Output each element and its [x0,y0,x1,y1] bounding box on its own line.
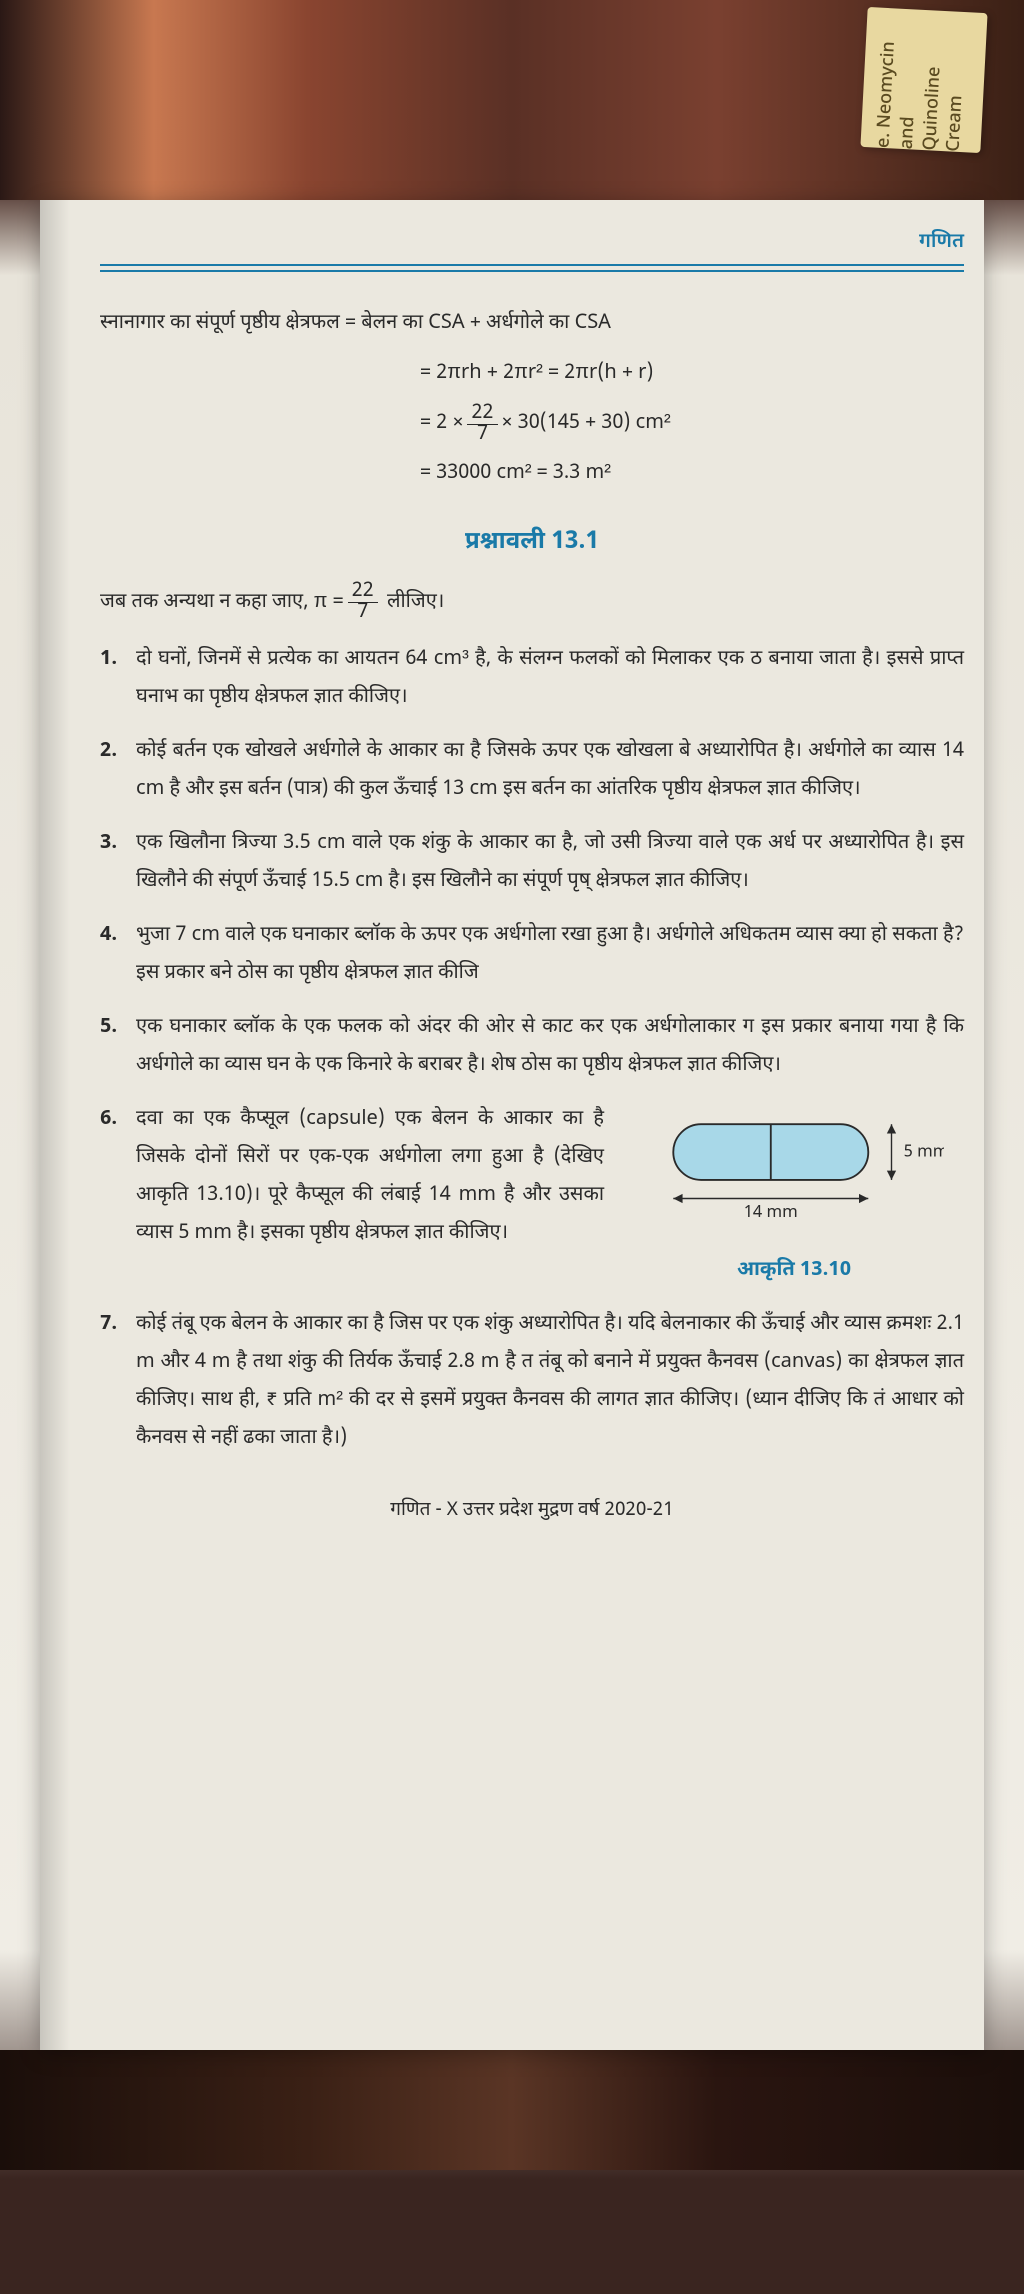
worked-line-4: = 33000 cm² = 3.3 m² [100,452,964,496]
photo-background-top: e. Neomycin and Quinoline Cream [0,0,1024,200]
textbook-page: गणित स्नानागार का संपूर्ण पृष्ठीय क्षेत्… [40,200,984,2050]
cream-box-text: e. Neomycin and Quinoline Cream [874,8,975,153]
capsule-figure: 14 mm 5 mm आकृति 13.10 [624,1101,964,1290]
header-rule [100,264,964,272]
photo-background-bottom [0,2050,1024,2170]
question-1: दो घनों, जिनमें से प्रत्येक का आयतन 64 c… [100,641,964,717]
section-title: प्रश्नावली 13.1 [100,526,964,558]
cream-box: e. Neomycin and Quinoline Cream [860,7,987,153]
fraction-pi: 22 7 [348,582,378,623]
question-list: दो घनों, जिनमें से प्रत्येक का आयतन 64 c… [100,641,964,1458]
subject-label: गणित [100,230,964,256]
width-label: 14 mm [744,1202,798,1224]
worked-lhs: स्नानागार का संपूर्ण पृष्ठीय क्षेत्रफल [100,302,340,346]
pi-instruction: जब तक अन्यथा न कहा जाए, π = 22 7 लीजिए। [100,582,964,623]
instruction-pre: जब तक अन्यथा न कहा जाए, π = [100,590,344,616]
fraction-22-7: 22 7 [467,404,497,445]
height-label: 5 mm [904,1142,944,1164]
question-3: एक खिलौना त्रिज्या 3.5 cm वाले एक शंकु क… [100,825,964,901]
question-5: एक घनाकार ब्लॉक के एक फलक को अंदर की ओर … [100,1009,964,1085]
worked-example: स्नानागार का संपूर्ण पृष्ठीय क्षेत्रफल =… [100,302,964,496]
frac-den: 7 [473,425,492,445]
worked-rhs: = बेलन का CSA + अर्धगोले का CSA [345,302,611,346]
worked-line3-pre: = 2 × [420,402,463,446]
question-2: कोई बर्तन एक खोखले अर्धगोले के आकार का ह… [100,733,964,809]
question-4: भुजा 7 cm वाले एक घनाकार ब्लॉक के ऊपर एक… [100,917,964,993]
instruction-post: लीजिए। [387,590,444,616]
question-7: कोई तंबू एक बेलन के आकार का है जिस पर एक… [100,1306,964,1458]
footer-text: गणित - X उत्तर प्रदेश मुद्रण वर्ष 2020-2… [100,1498,964,1523]
worked-line-2: = 2πrh + 2πr² = 2πr(h + r) [100,352,964,396]
figure-caption: आकृति 13.10 [624,1252,964,1290]
worked-line-1: स्नानागार का संपूर्ण पृष्ठीय क्षेत्रफल =… [100,302,964,346]
capsule-svg: 14 mm 5 mm [644,1101,944,1231]
question-6: दवा का एक कैप्सूल (capsule) एक बेलन के आ… [100,1101,964,1290]
worked-line3-post: × 30(145 + 30) cm² [502,402,671,446]
frac-den: 7 [353,603,372,623]
question-6-text: दवा का एक कैप्सूल (capsule) एक बेलन के आ… [136,1101,604,1253]
worked-line-3: = 2 × 22 7 × 30(145 + 30) cm² [100,402,964,446]
